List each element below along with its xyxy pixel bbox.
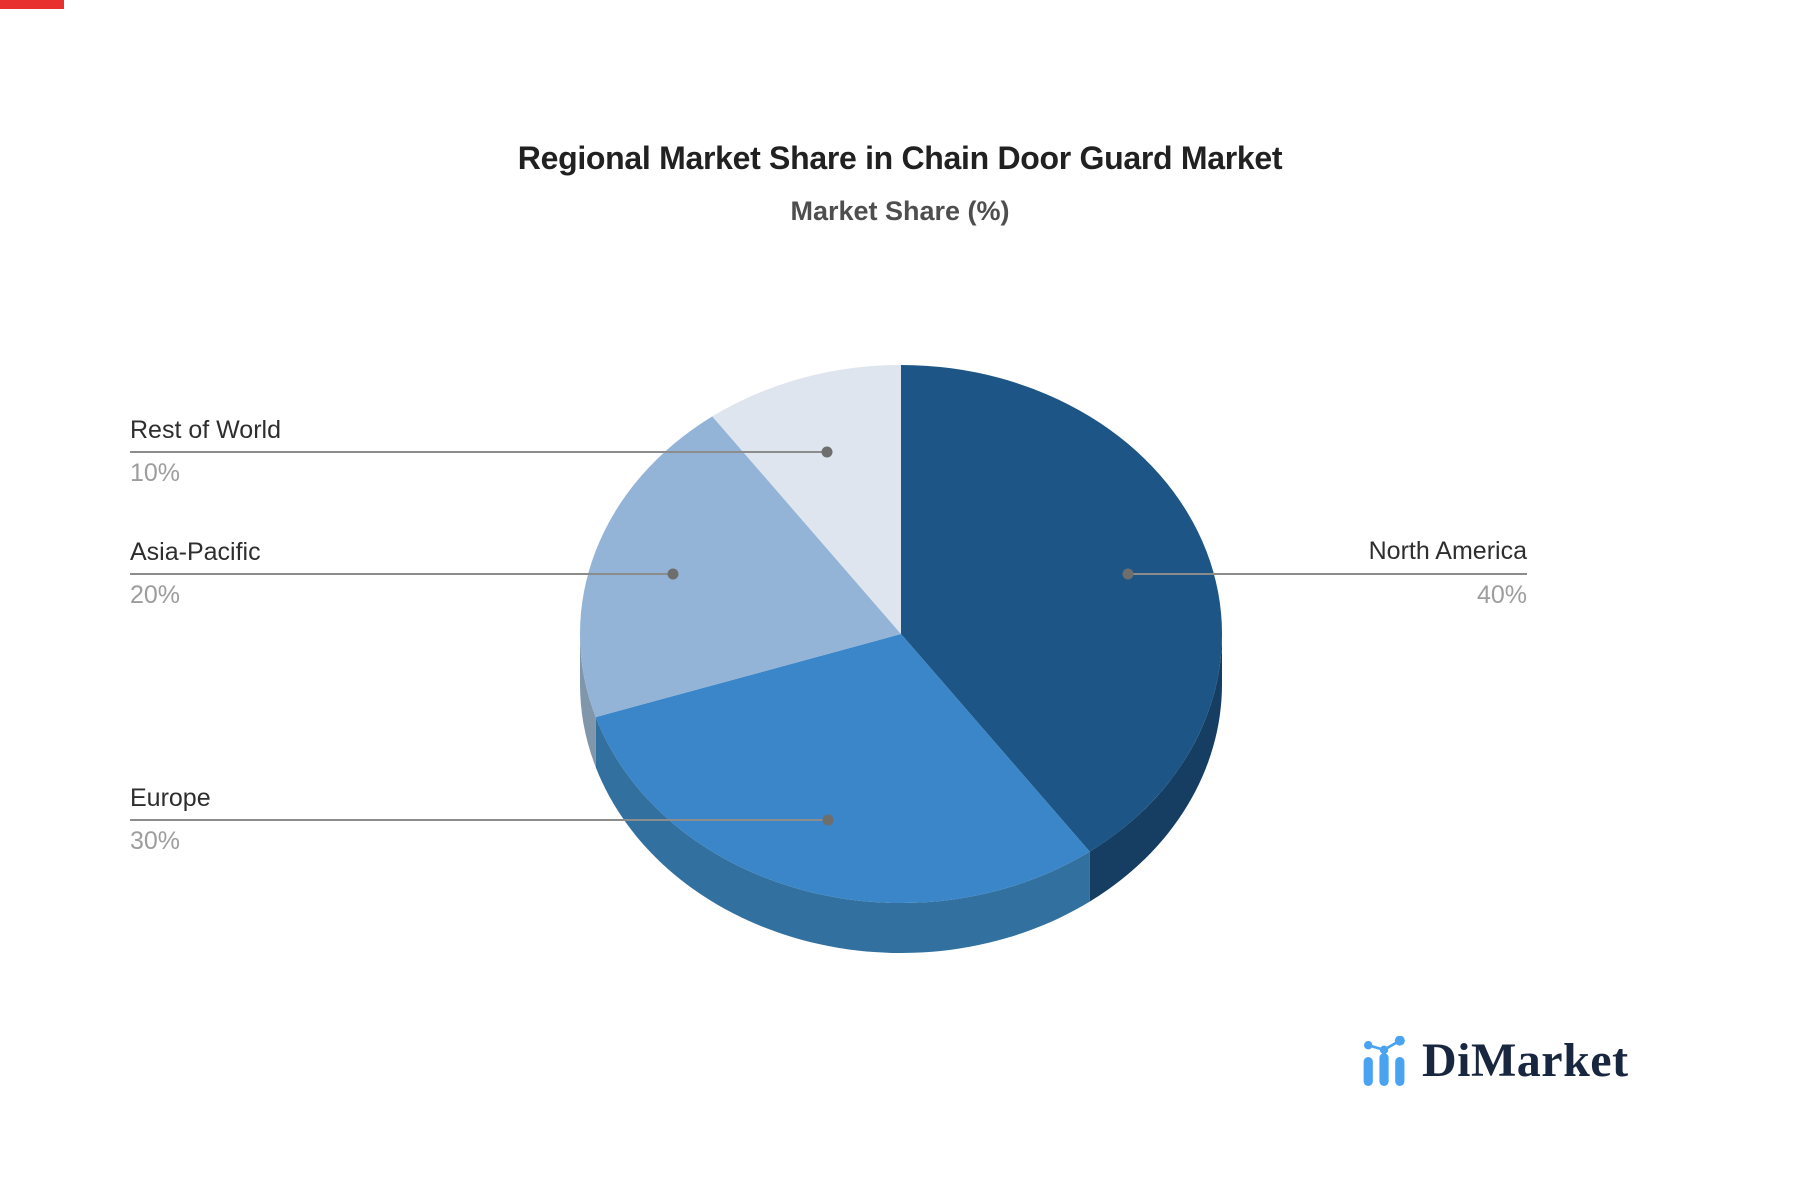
slice-label-north-america: North America	[1368, 537, 1527, 565]
slice-label-asia-pacific: Asia-Pacific	[130, 538, 261, 566]
pie-slice-side-Europe	[595, 717, 1090, 954]
pie-slice-North America	[901, 365, 1223, 852]
slice-pct-asia-pacific: 20%	[130, 581, 181, 609]
leader-dot-North America	[1122, 568, 1134, 580]
pie-slice-Asia-Pacific	[579, 416, 901, 718]
slice-pct-north-america: 40%	[1476, 581, 1527, 609]
slice-pct-europe: 30%	[130, 827, 181, 855]
pie-slice-side-Asia-Pacific	[580, 634, 596, 768]
chart-subtitle: Market Share (%)	[790, 196, 1010, 226]
leader-dot-Europe	[822, 814, 834, 826]
pie-slice-Europe	[595, 634, 1090, 904]
red-corner-mark	[0, 0, 64, 9]
bar-chart-logo-icon	[1363, 1036, 1405, 1086]
leader-dot-Rest of World	[821, 446, 833, 458]
logo-text: DiMarket	[1422, 1034, 1629, 1087]
leader-dot-Asia-Pacific	[667, 568, 679, 580]
chart-title: Regional Market Share in Chain Door Guar…	[517, 140, 1283, 176]
pie-slice-side-North America	[1089, 634, 1222, 902]
slice-label-europe: Europe	[130, 784, 211, 812]
pie-slice-Rest of World	[712, 365, 901, 634]
slice-label-rest-of-world: Rest of World	[130, 416, 281, 444]
slice-pct-rest-of-world: 10%	[130, 459, 181, 487]
dimarket-logo[interactable]: DiMarket	[1362, 1036, 1629, 1086]
